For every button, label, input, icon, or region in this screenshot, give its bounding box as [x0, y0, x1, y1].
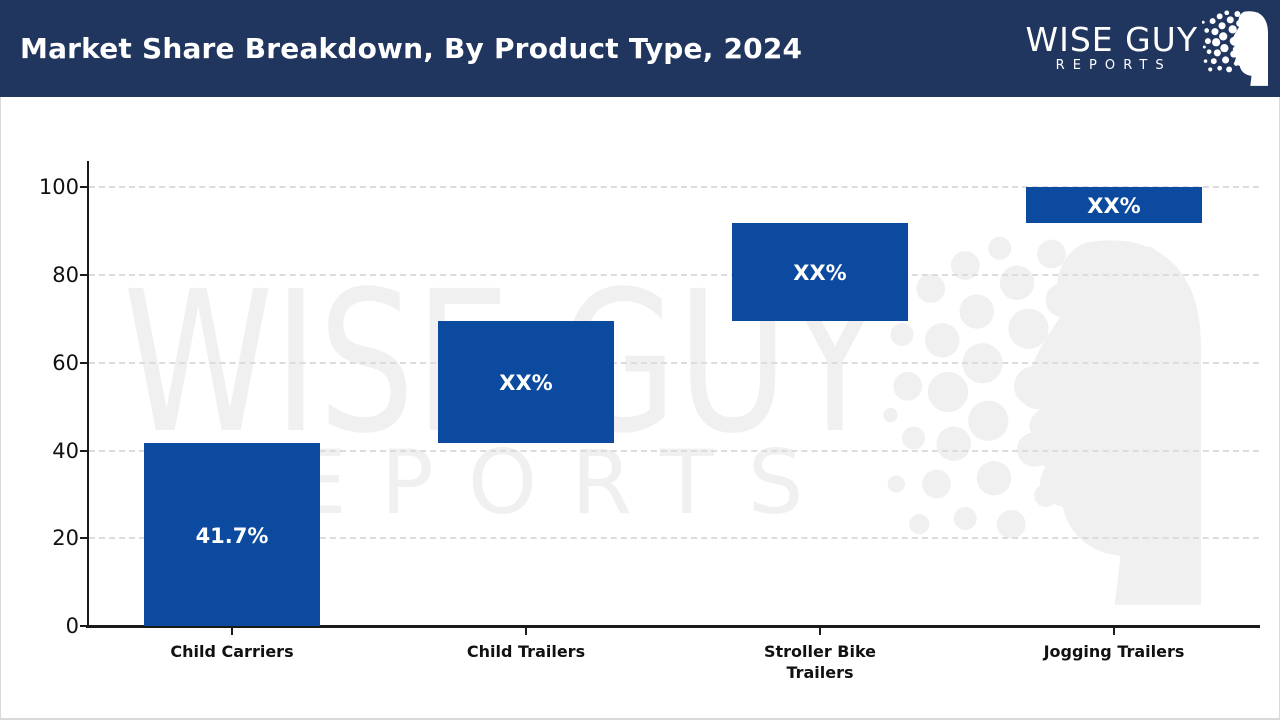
- x-axis-spine: [86, 625, 1260, 628]
- wise-guy-reports-logo: WISE GUY REPORTS: [1025, 8, 1268, 86]
- y-axis-spine: [87, 161, 89, 628]
- bar-value-label: XX%: [499, 370, 553, 395]
- header-bar: Market Share Breakdown, By Product Type,…: [0, 0, 1280, 97]
- y-tick-label: 80: [52, 263, 79, 288]
- y-tick-mark: [80, 274, 87, 277]
- chart-area: WISE GUY REPORTS 0 20 40 60 80 100 41.7% Child …: [0, 97, 1280, 720]
- bar: [144, 443, 320, 626]
- y-tick-mark: [80, 361, 87, 364]
- y-tick-label: 40: [52, 438, 79, 463]
- category-label: Child Trailers: [466, 642, 586, 661]
- y-tick-label: 60: [52, 350, 79, 375]
- bar-value-label: 41.7%: [195, 523, 269, 548]
- logo-wordmark: WISE GUY: [1025, 19, 1198, 59]
- watermark-head-icon: [879, 236, 1201, 605]
- y-tick-mark: [80, 537, 87, 540]
- x-tick-mark: [819, 627, 821, 635]
- category-label: Jogging Trailers: [1043, 642, 1185, 661]
- bar: [438, 320, 614, 444]
- logo-head-icon: [1202, 10, 1268, 86]
- x-tick-mark: [231, 627, 233, 635]
- bar-value-label: XX%: [1087, 193, 1141, 218]
- gridline: [89, 449, 1259, 452]
- y-tick-mark: [80, 625, 87, 627]
- logo-subtitle: REPORTS: [1055, 57, 1172, 73]
- logo-text: WISE GUY REPORTS: [1025, 23, 1198, 72]
- gridline: [89, 186, 1259, 189]
- gridline: [89, 274, 1259, 277]
- y-tick-label: 0: [65, 614, 79, 638]
- category-label: Stroller Bike Trailers: [763, 642, 877, 682]
- x-tick-mark: [525, 627, 527, 635]
- category-label: Child Carriers: [170, 642, 294, 661]
- x-tick-mark: [1113, 627, 1115, 635]
- bar: [1026, 187, 1202, 223]
- gridline: [89, 361, 1259, 364]
- bar: [732, 222, 908, 321]
- y-tick-mark: [80, 186, 87, 189]
- y-tick-mark: [80, 449, 87, 452]
- y-tick-label: 20: [52, 526, 79, 551]
- y-tick-label: 100: [38, 175, 79, 200]
- gridline: [89, 537, 1259, 540]
- chart-title: Market Share Breakdown, By Product Type,…: [20, 32, 803, 65]
- bar-value-label: XX%: [793, 260, 847, 285]
